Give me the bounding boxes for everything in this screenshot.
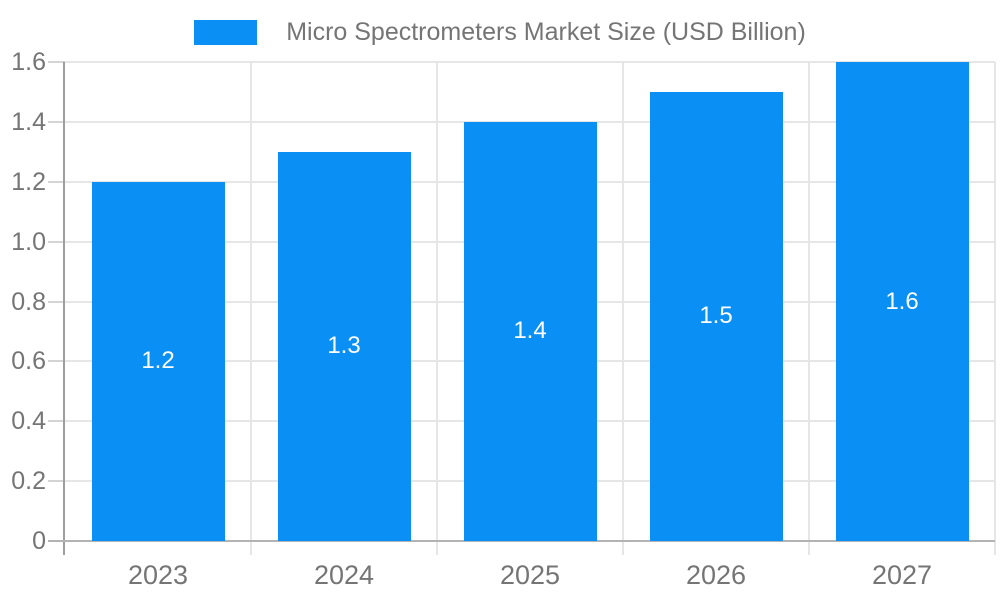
legend-label: Micro Spectrometers Market Size (USD Bil…	[286, 18, 806, 46]
bar-value-label: 1.4	[513, 317, 547, 345]
chart-legend: Micro Spectrometers Market Size (USD Bil…	[0, 20, 1000, 45]
bar	[277, 151, 411, 541]
x-tick-label: 2027	[871, 560, 933, 590]
legend-swatch	[194, 20, 258, 45]
x-tick-label: 2026	[685, 560, 747, 590]
y-axis-tick	[48, 120, 65, 123]
y-tick-label: 1.0	[11, 227, 46, 256]
gridline-vertical	[808, 62, 810, 555]
y-axis-tick	[48, 420, 65, 423]
y-tick-label: 0	[32, 527, 46, 555]
y-tick-label: 1.4	[11, 107, 46, 136]
bar-value-label: 1.6	[885, 287, 919, 315]
gridline-vertical	[994, 62, 996, 555]
bar	[649, 91, 783, 541]
y-axis-tick	[48, 240, 65, 243]
x-axis-line	[48, 540, 995, 542]
y-tick-label: 0.8	[11, 287, 46, 316]
bar-value-label: 1.3	[327, 332, 361, 360]
gridline-horizontal	[65, 61, 995, 63]
x-tick-label: 2023	[127, 560, 189, 590]
y-axis-tick	[48, 61, 65, 63]
y-axis-tick	[48, 480, 65, 483]
x-tick-label: 2025	[499, 560, 561, 590]
y-axis-line	[63, 62, 65, 555]
y-tick-label: 0.2	[11, 467, 46, 496]
gridline-vertical	[622, 62, 624, 555]
bar	[835, 62, 969, 541]
y-tick-label: 0.4	[11, 407, 46, 436]
bar-value-label: 1.2	[141, 347, 175, 375]
y-axis-tick	[48, 360, 65, 363]
y-tick-label: 1.2	[11, 167, 46, 196]
x-tick-label: 2024	[313, 560, 375, 590]
y-axis-tick	[48, 180, 65, 183]
gridline-vertical	[250, 62, 252, 555]
y-tick-label: 1.6	[11, 48, 46, 76]
bar	[91, 181, 225, 541]
y-axis-tick	[48, 300, 65, 303]
gridline-vertical	[436, 62, 438, 555]
y-tick-label: 0.6	[11, 347, 46, 376]
bar	[463, 121, 597, 541]
bar-value-label: 1.5	[699, 302, 733, 330]
